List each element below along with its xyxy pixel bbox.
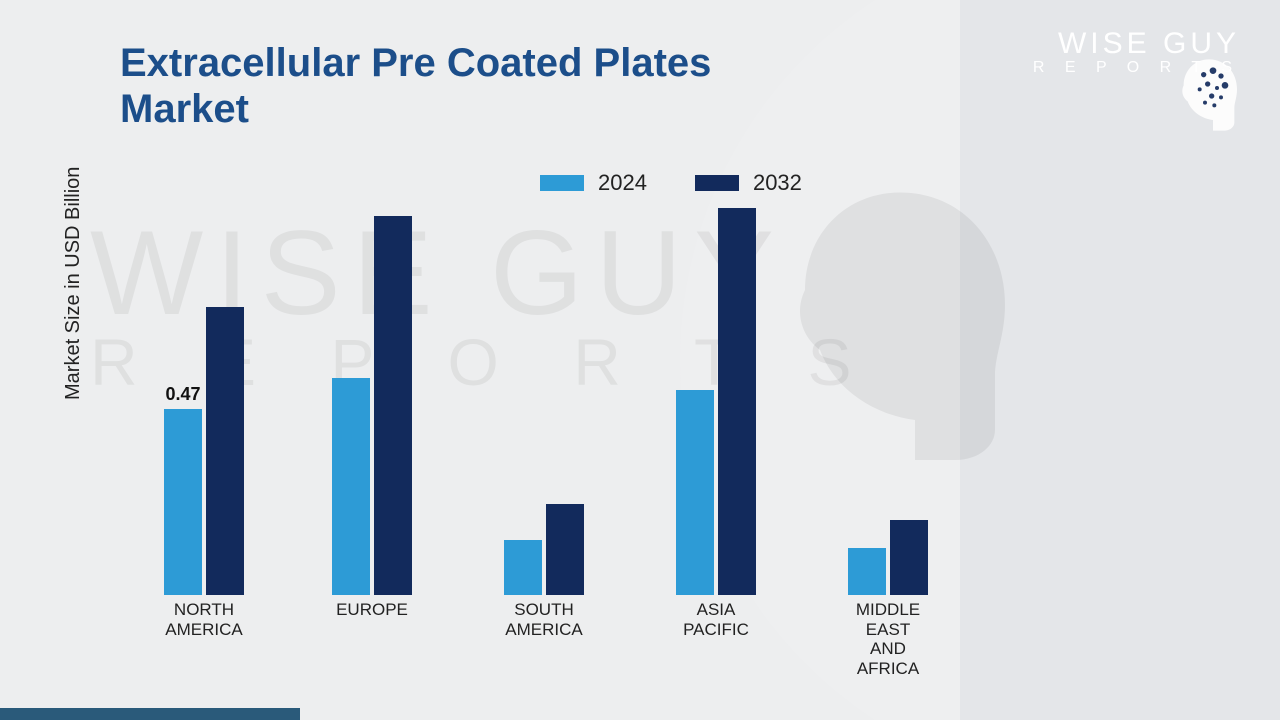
- bar: [206, 307, 244, 595]
- value-label: 0.47: [165, 384, 200, 405]
- bar: [890, 520, 928, 595]
- bar: [504, 540, 542, 595]
- plot: 0.47: [100, 200, 970, 595]
- brand-logo: WISE GUY R E P O R T S: [1033, 28, 1240, 76]
- y-axis-label: Market Size in USD Billion: [62, 167, 85, 400]
- bar-group: [322, 216, 422, 595]
- bar: [332, 378, 370, 595]
- bar: [164, 409, 202, 595]
- legend: 2024 2032: [540, 170, 802, 196]
- legend-item: 2024: [540, 170, 647, 196]
- bar: [374, 216, 412, 595]
- chart-plot-area: 0.47: [100, 200, 970, 595]
- bar: [848, 548, 886, 595]
- bar-group: [494, 504, 594, 595]
- x-tick-label: ASIAPACIFIC: [656, 600, 776, 639]
- legend-swatch: [695, 175, 739, 191]
- bar-group: [154, 307, 254, 595]
- legend-swatch: [540, 175, 584, 191]
- x-tick-label: EUROPE: [312, 600, 432, 620]
- legend-label: 2024: [598, 170, 647, 196]
- bar: [676, 390, 714, 595]
- chart-canvas: WISE GUY R E P O R T S WISE GUY R E P O …: [0, 0, 1280, 720]
- x-tick-label: NORTHAMERICA: [144, 600, 264, 639]
- bottom-accent-bar: [0, 708, 300, 720]
- bar-group: [838, 520, 938, 595]
- legend-item: 2032: [695, 170, 802, 196]
- bar-group: [666, 208, 766, 595]
- brand-line1: WISE GUY: [1033, 28, 1240, 60]
- legend-label: 2032: [753, 170, 802, 196]
- bar: [718, 208, 756, 595]
- brand-head-icon: [1174, 56, 1244, 136]
- bar: [546, 504, 584, 595]
- chart-title: Extracellular Pre Coated Plates Market: [120, 40, 780, 132]
- x-tick-label: SOUTHAMERICA: [484, 600, 604, 639]
- x-tick-label: MIDDLEEASTANDAFRICA: [828, 600, 948, 678]
